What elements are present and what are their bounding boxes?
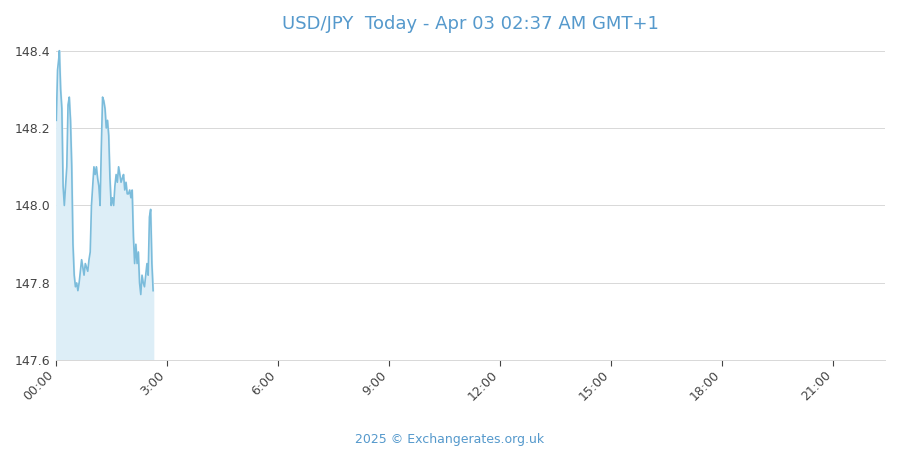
Text: 2025 © Exchangerates.org.uk: 2025 © Exchangerates.org.uk bbox=[356, 432, 544, 446]
Title: USD/JPY  Today - Apr 03 02:37 AM GMT+1: USD/JPY Today - Apr 03 02:37 AM GMT+1 bbox=[283, 15, 659, 33]
